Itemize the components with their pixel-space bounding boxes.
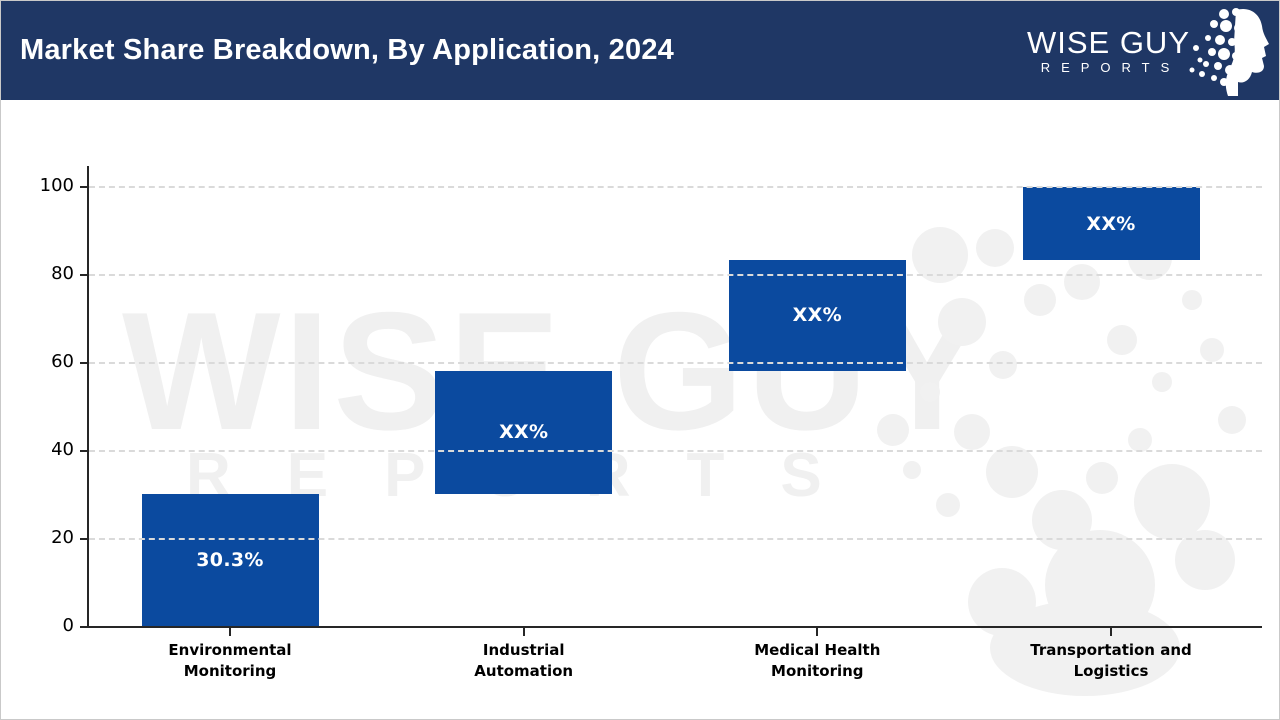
y-tick-label: 100: [39, 175, 74, 196]
y-tick-label: 80: [51, 263, 74, 284]
brand-logo-head-icon: [1189, 8, 1269, 96]
plot-area: 30.3% XX% XX% XX% 0 20 40 60 80 100 Environmental…: [0, 100, 1280, 720]
x-tick-mark: [229, 628, 231, 636]
gridline: [89, 450, 1262, 452]
y-tick-mark: [80, 626, 87, 628]
y-tick-mark: [80, 274, 87, 276]
waterfall-bar-segment: XX%: [435, 370, 613, 494]
x-category-label: Environmental Monitoring: [168, 641, 292, 680]
waterfall-bar-segment: 30.3%: [141, 493, 319, 627]
y-tick-label: 0: [62, 615, 74, 636]
y-tick-label: 20: [51, 527, 74, 548]
bar-value-label: 30.3%: [196, 549, 264, 572]
bar-value-label: XX%: [1086, 212, 1136, 235]
brand-logo-secondary: REPORTS: [1040, 59, 1181, 75]
header-bar: Market Share Breakdown, By Application, …: [0, 0, 1280, 100]
brand-logo-primary: WISE GUY: [1026, 24, 1190, 60]
gridline: [89, 274, 1262, 276]
x-tick-mark: [1110, 628, 1112, 636]
y-tick-label: 40: [51, 439, 74, 460]
brand-logo: WISE GUY REPORTS: [1027, 0, 1270, 100]
page-title: Market Share Breakdown, By Application, …: [20, 33, 674, 66]
brand-logo-text: WISE GUY REPORTS: [1027, 27, 1190, 74]
x-axis-line: [87, 626, 1262, 628]
y-axis-line: [87, 166, 89, 628]
x-tick-mark: [522, 628, 525, 636]
gridline: [89, 538, 1262, 540]
gridline: [89, 186, 1262, 188]
x-category-label: Medical Health Monitoring: [754, 641, 881, 680]
x-category-label: Industrial Automation: [474, 641, 574, 680]
y-tick-label: 60: [51, 351, 74, 372]
y-tick-mark: [80, 538, 87, 540]
x-tick-mark: [816, 628, 819, 636]
bar-value-label: XX%: [792, 304, 842, 327]
x-category-label: Transportation and Logistics: [1030, 641, 1192, 680]
waterfall-bar-segment: XX%: [728, 260, 906, 371]
y-tick-mark: [80, 450, 87, 452]
bar-value-label: XX%: [499, 421, 549, 444]
y-tick-mark: [80, 362, 87, 364]
gridline: [89, 362, 1262, 364]
waterfall-bar-segment: XX%: [1022, 187, 1200, 261]
y-tick-mark: [80, 186, 87, 188]
